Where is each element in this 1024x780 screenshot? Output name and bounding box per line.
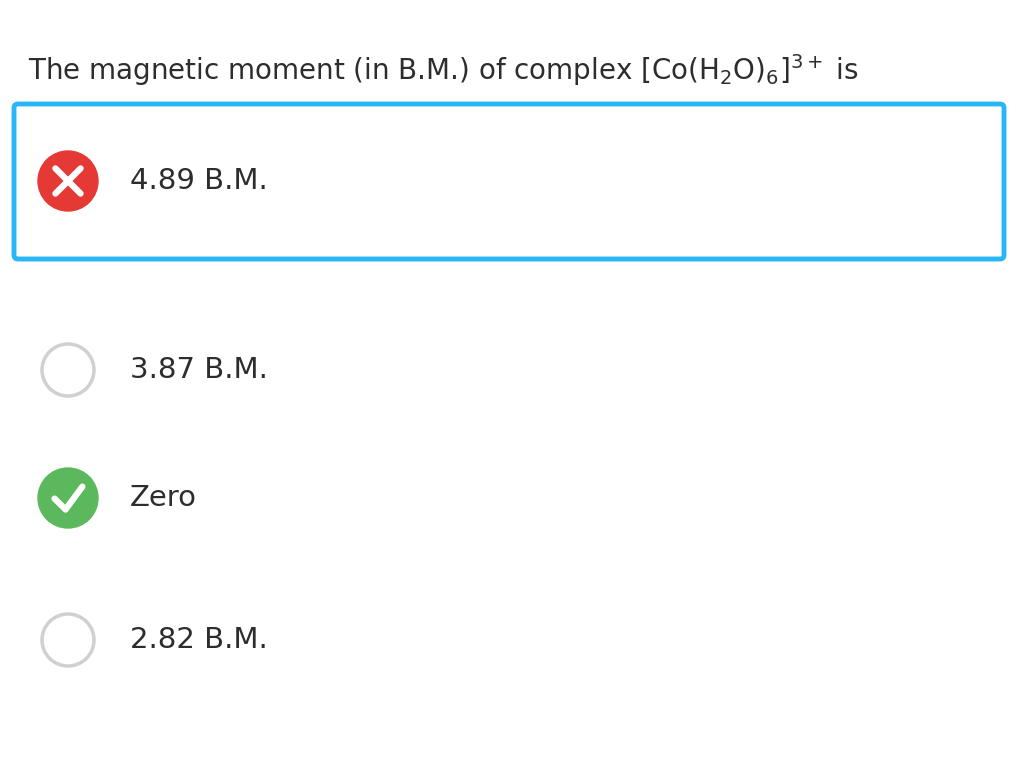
Circle shape [38,151,98,211]
Text: 3.87 B.M.: 3.87 B.M. [130,356,268,384]
Text: 2.82 B.M.: 2.82 B.M. [130,626,267,654]
Text: Zero: Zero [130,484,197,512]
Circle shape [42,614,94,666]
Circle shape [38,468,98,528]
FancyBboxPatch shape [14,104,1004,259]
Text: 4.89 B.M.: 4.89 B.M. [130,167,267,195]
Circle shape [42,344,94,396]
Text: The magnetic moment (in B.M.) of complex $\mathregular{[Co(H_2O)_6]^{3+}}$ is: The magnetic moment (in B.M.) of complex… [28,52,859,88]
